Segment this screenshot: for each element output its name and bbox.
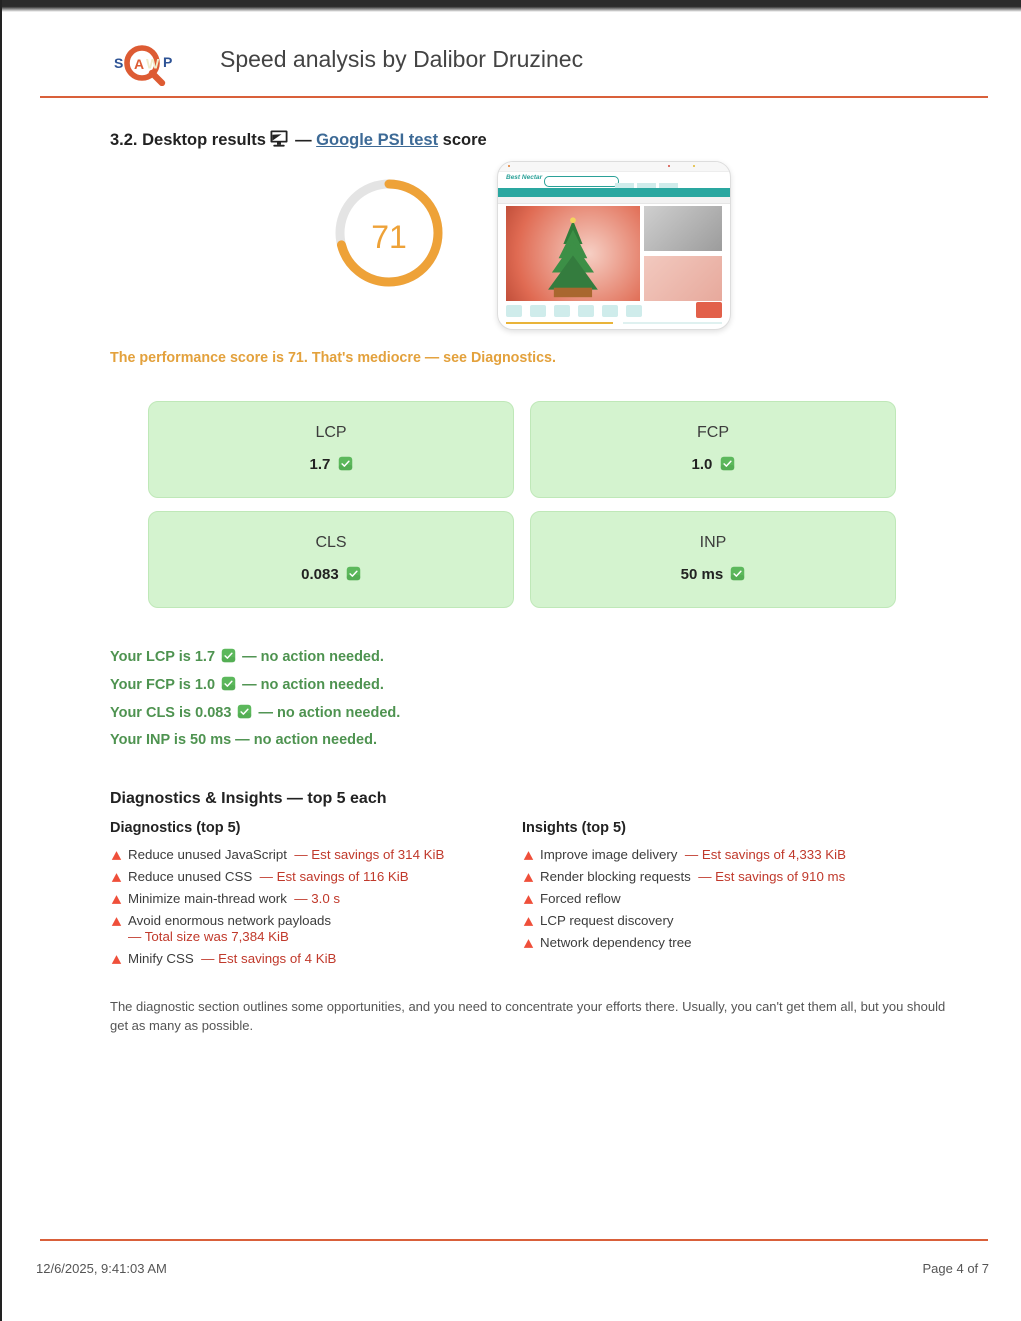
- svg-text:W: W: [146, 56, 160, 72]
- svg-text:P: P: [163, 54, 172, 70]
- svg-text:S: S: [114, 55, 123, 71]
- svg-text:A: A: [134, 56, 144, 72]
